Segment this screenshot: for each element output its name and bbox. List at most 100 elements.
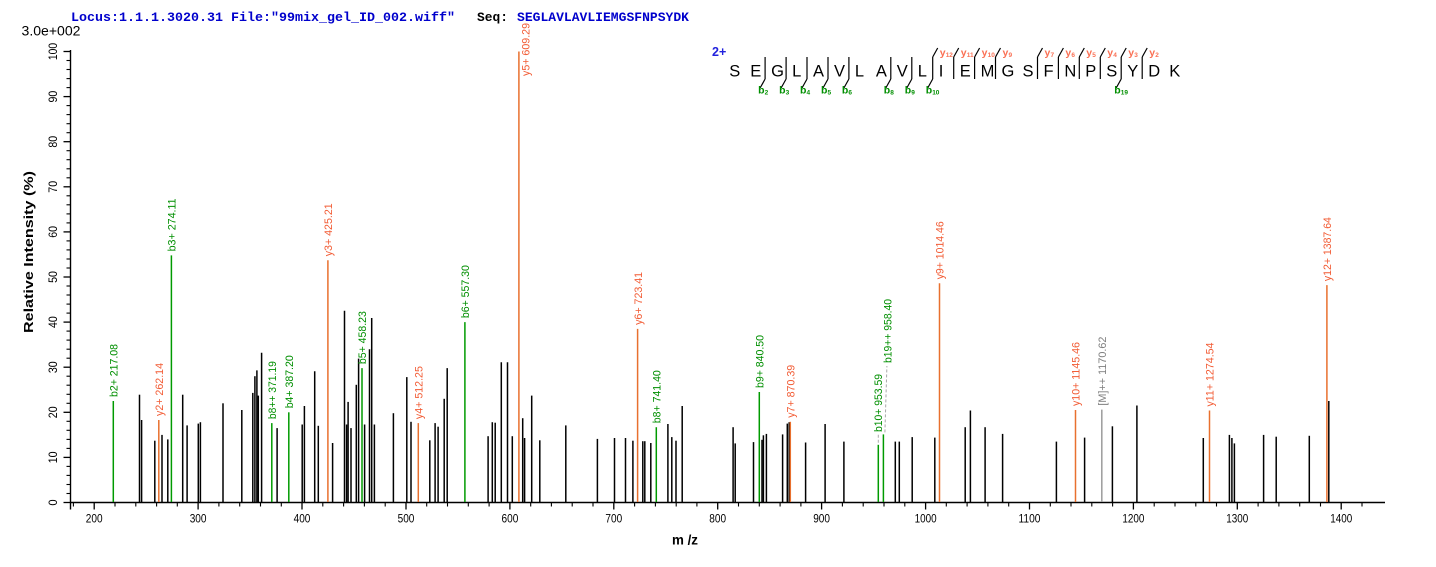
svg-text:10: 10 <box>46 451 60 463</box>
svg-text:[M]++ 1170.62: [M]++ 1170.62 <box>1097 337 1109 406</box>
svg-text:9: 9 <box>1009 52 1013 59</box>
svg-text:400: 400 <box>294 511 311 525</box>
svg-text:D: D <box>1148 63 1160 81</box>
svg-text:2: 2 <box>1155 52 1159 59</box>
svg-text:y: y <box>940 47 946 59</box>
svg-text:b8++ 371.19: b8++ 371.19 <box>267 361 279 419</box>
svg-text:y: y <box>1107 47 1113 59</box>
svg-text:4: 4 <box>1113 52 1117 59</box>
svg-text:I: I <box>939 63 944 81</box>
svg-text:A: A <box>813 63 824 81</box>
svg-text:3: 3 <box>1134 52 1138 59</box>
svg-text:y5+ 609.29: y5+ 609.29 <box>521 23 533 76</box>
svg-text:b: b <box>884 85 890 97</box>
svg-text:P: P <box>1085 63 1096 81</box>
svg-text:5: 5 <box>828 90 832 97</box>
svg-text:900: 900 <box>813 511 830 525</box>
svg-text:b9+ 840.50: b9+ 840.50 <box>755 335 767 388</box>
svg-text:G: G <box>1002 63 1015 81</box>
svg-text:0: 0 <box>46 499 60 505</box>
svg-text:V: V <box>834 63 845 81</box>
svg-text:y: y <box>1128 47 1134 59</box>
svg-text:b10+ 953.59: b10+ 953.59 <box>873 374 885 432</box>
svg-text:6: 6 <box>1071 52 1075 59</box>
svg-text:Y: Y <box>1127 63 1138 81</box>
svg-text:3: 3 <box>786 90 790 97</box>
svg-text:Relative Intensity (%): Relative Intensity (%) <box>21 171 36 333</box>
svg-text:y6+ 723.41: y6+ 723.41 <box>633 272 645 325</box>
svg-text:b: b <box>779 85 785 97</box>
svg-text:1400: 1400 <box>1330 511 1352 525</box>
svg-text:b5+ 458.23: b5+ 458.23 <box>357 311 369 364</box>
svg-text:y9+ 1014.46: y9+ 1014.46 <box>935 221 947 279</box>
svg-text:y12+ 1387.64: y12+ 1387.64 <box>1322 217 1334 281</box>
svg-text:7: 7 <box>1051 52 1055 59</box>
svg-text:V: V <box>897 63 908 81</box>
svg-text:1100: 1100 <box>1019 511 1041 525</box>
svg-text:11: 11 <box>967 52 974 59</box>
svg-text:y: y <box>1065 47 1071 59</box>
svg-text:1000: 1000 <box>915 511 937 525</box>
svg-text:Locus:1.1.1.3020.31 File:"99mi: Locus:1.1.1.3020.31 File:"99mix_gel_ID_0… <box>71 10 455 25</box>
svg-text:12: 12 <box>946 52 954 59</box>
svg-text:A: A <box>876 63 887 81</box>
svg-text:y11+ 1274.54: y11+ 1274.54 <box>1205 343 1217 407</box>
svg-text:SEGLAVLAVLIEMGSFNPSYDK: SEGLAVLAVLIEMGSFNPSYDK <box>517 10 689 25</box>
svg-text:S: S <box>729 63 740 81</box>
svg-text:b: b <box>758 85 764 97</box>
svg-text:60: 60 <box>46 226 60 238</box>
svg-text:700: 700 <box>605 511 622 525</box>
svg-text:4: 4 <box>807 90 811 97</box>
svg-text:G: G <box>771 63 784 81</box>
svg-text:F: F <box>1044 63 1054 81</box>
svg-text:600: 600 <box>502 511 519 525</box>
svg-text:10: 10 <box>988 52 996 59</box>
svg-text:L: L <box>792 63 801 81</box>
svg-text:800: 800 <box>709 511 726 525</box>
svg-text:b3+ 274.11: b3+ 274.11 <box>167 198 179 251</box>
svg-text:100: 100 <box>46 43 60 60</box>
svg-text:y: y <box>1149 47 1155 59</box>
svg-text:E: E <box>960 63 971 81</box>
svg-text:b: b <box>1114 85 1120 97</box>
svg-text:y: y <box>1003 47 1009 59</box>
svg-text:500: 500 <box>398 511 415 525</box>
svg-text:y: y <box>961 47 967 59</box>
svg-text:b6+ 557.30: b6+ 557.30 <box>460 265 472 318</box>
svg-text:y10+ 1145.46: y10+ 1145.46 <box>1071 342 1083 406</box>
svg-text:200: 200 <box>86 511 103 525</box>
svg-text:10: 10 <box>932 90 940 97</box>
svg-text:b: b <box>926 85 932 97</box>
svg-text:M: M <box>981 63 995 81</box>
svg-text:b: b <box>821 85 827 97</box>
svg-text:L: L <box>918 63 927 81</box>
svg-text:y: y <box>1086 47 1092 59</box>
svg-text:9: 9 <box>911 90 915 97</box>
svg-text:70: 70 <box>46 181 60 193</box>
svg-text:2+: 2+ <box>712 45 726 59</box>
svg-text:b2+ 217.08: b2+ 217.08 <box>109 344 121 397</box>
svg-text:5: 5 <box>1092 52 1096 59</box>
svg-text:3.0e+002: 3.0e+002 <box>22 23 81 39</box>
svg-text:Seq:: Seq: <box>477 10 508 25</box>
svg-text:20: 20 <box>46 406 60 418</box>
svg-text:y4+ 512.25: y4+ 512.25 <box>414 366 426 419</box>
svg-text:y: y <box>982 47 988 59</box>
svg-text:19: 19 <box>1121 90 1129 97</box>
svg-text:b8+ 741.40: b8+ 741.40 <box>652 370 664 423</box>
svg-text:K: K <box>1169 63 1180 81</box>
svg-text:b19++ 958.40: b19++ 958.40 <box>883 299 895 363</box>
svg-text:1200: 1200 <box>1122 511 1144 525</box>
svg-text:y3+ 425.21: y3+ 425.21 <box>323 203 335 256</box>
svg-text:b4+ 387.20: b4+ 387.20 <box>284 355 296 408</box>
svg-text:50: 50 <box>46 271 60 283</box>
svg-text:40: 40 <box>46 316 60 328</box>
svg-text:E: E <box>750 63 761 81</box>
svg-text:y7+ 870.39: y7+ 870.39 <box>786 365 798 418</box>
svg-text:80: 80 <box>46 136 60 148</box>
svg-text:N: N <box>1064 63 1076 81</box>
svg-text:b: b <box>905 85 911 97</box>
svg-text:6: 6 <box>848 90 852 97</box>
svg-text:b: b <box>842 85 848 97</box>
svg-text:S: S <box>1106 63 1117 81</box>
